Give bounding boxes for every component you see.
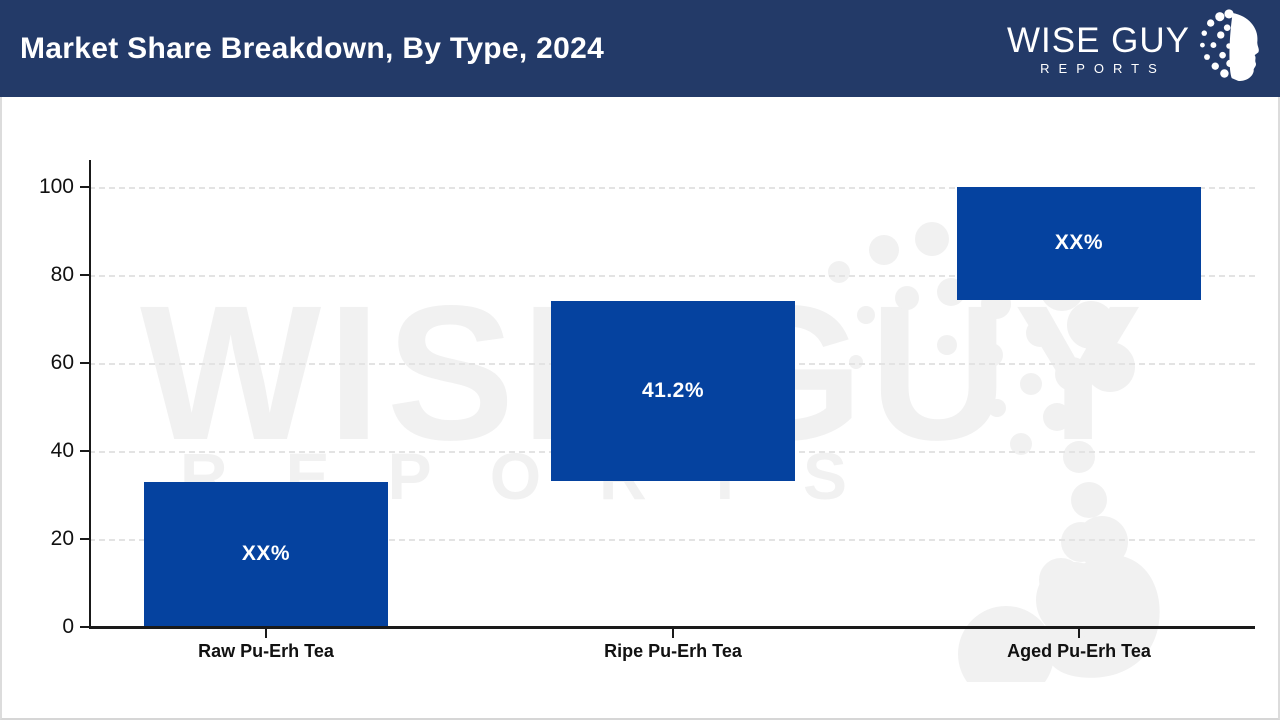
header-bar: Market Share Breakdown, By Type, 2024 WI… [0, 0, 1280, 97]
x-axis-label-aged: Aged Pu-Erh Tea [1007, 641, 1151, 661]
bar-value-label: XX% [241, 541, 291, 565]
x-tick [265, 629, 267, 638]
x-axis-line [89, 626, 1255, 629]
y-tick [80, 186, 89, 188]
brand-subtitle: REPORTS [1040, 60, 1166, 76]
y-tick-label: 80 [50, 263, 74, 286]
gridline [89, 275, 1255, 277]
bar-value-label: 41.2% [641, 378, 705, 402]
y-tick-label: 100 [38, 175, 74, 198]
brand-name: WISE GUY [1006, 20, 1190, 60]
y-tick [80, 450, 89, 452]
bar-aged-pu-erh: XX% [957, 187, 1201, 300]
x-axis-label-raw: Raw Pu-Erh Tea [198, 641, 334, 661]
x-axis-label-ripe: Ripe Pu-Erh Tea [604, 641, 742, 661]
dotted-head-icon [1196, 6, 1262, 91]
y-axis-line [89, 160, 91, 629]
brand-logo-text: WISE GUY REPORTS [1007, 23, 1190, 75]
gridline [89, 539, 1255, 541]
bar-raw-pu-erh: XX% [144, 481, 388, 626]
x-tick [672, 629, 674, 638]
bar-value-label: XX% [1054, 231, 1104, 255]
y-tick [80, 626, 89, 628]
y-tick [80, 362, 89, 364]
y-tick-label: 40 [50, 439, 74, 462]
y-tick-label: 20 [50, 527, 74, 550]
brand-logo: WISE GUY REPORTS [1007, 6, 1262, 91]
y-tick-label: 60 [50, 351, 74, 374]
y-tick-label: 0 [62, 615, 74, 638]
y-tick [80, 274, 89, 276]
bar-ripe-pu-erh: 41.2% [551, 300, 795, 481]
gridline [89, 187, 1255, 189]
plot-area: 0 20 40 60 80 100 XX% 41.2% XX% Raw Pu-Erh Te… [2, 97, 1280, 720]
x-tick [1078, 629, 1080, 638]
page-title: Market Share Breakdown, By Type, 2024 [20, 31, 605, 65]
y-tick [80, 538, 89, 540]
